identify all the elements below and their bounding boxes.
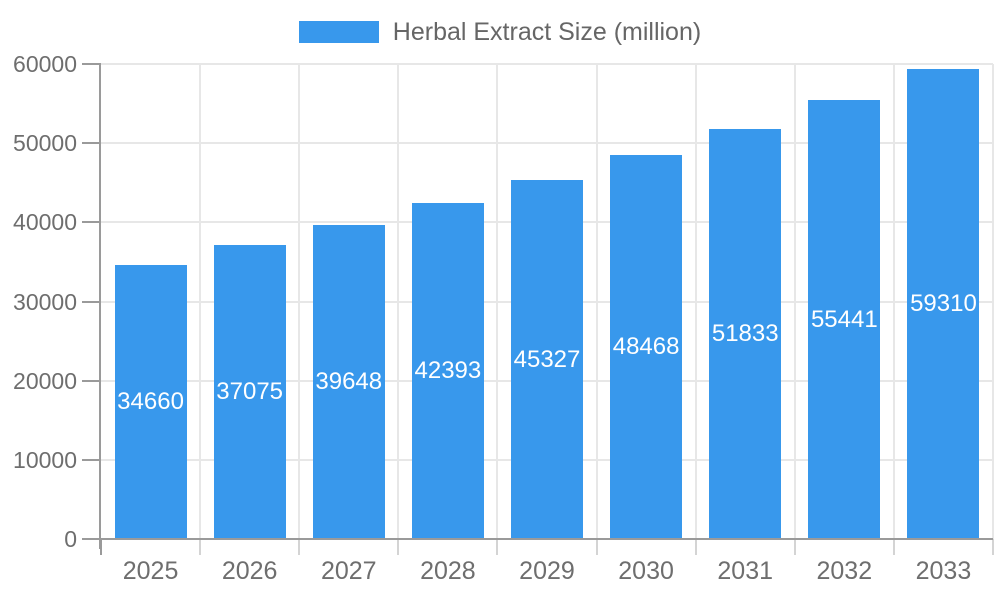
bar-value-label: 59310: [910, 290, 977, 318]
y-tick-label: 10000: [13, 446, 77, 473]
gridline-vertical: [496, 64, 499, 539]
bar-value-label: 42393: [414, 357, 482, 385]
bar-2029[interactable]: [511, 180, 583, 539]
bar-value-label: 55441: [810, 305, 878, 333]
x-tick-label: 2032: [816, 557, 873, 585]
y-tick-label: 20000: [13, 367, 77, 394]
x-tick-label: 2031: [717, 557, 774, 585]
bar-2027[interactable]: [312, 225, 385, 539]
y-axis-line: [99, 64, 101, 549]
y-tick-label: 40000: [13, 209, 77, 236]
legend-label: Herbal Extract Size (million): [392, 17, 702, 46]
bar-value-label: 51833: [711, 319, 779, 347]
bar-value-label: 48468: [612, 333, 680, 361]
x-axis-tick: [100, 539, 102, 555]
y-tick-label: 50000: [13, 130, 77, 157]
gridline-vertical: [397, 64, 400, 539]
legend[interactable]: Herbal Extract Size (million): [0, 17, 1000, 46]
x-tick-label: 2033: [915, 557, 972, 585]
bar-2031[interactable]: [709, 128, 782, 539]
gridline-vertical: [199, 64, 202, 539]
gridline-vertical: [793, 64, 796, 539]
x-tick-label: 2027: [320, 557, 377, 585]
x-axis-tick: [199, 539, 202, 555]
bar-2025[interactable]: [114, 264, 187, 539]
x-tick-label: 2028: [420, 557, 476, 585]
bar-2028[interactable]: [411, 203, 484, 539]
y-tick-label: 60000: [13, 51, 77, 77]
x-tick-label: 2029: [519, 557, 575, 585]
gridline-vertical: [892, 64, 895, 539]
x-axis-tick: [992, 539, 994, 555]
bar-2030[interactable]: [610, 155, 683, 539]
x-tick-label: 2030: [618, 557, 674, 585]
gridline-horizontal: [101, 142, 993, 145]
bar-2033[interactable]: [907, 69, 980, 539]
x-axis-tick: [595, 539, 598, 555]
x-axis-tick: [496, 539, 499, 555]
x-axis-tick: [694, 539, 697, 555]
y-tick-label: 30000: [13, 288, 77, 315]
gridline-vertical: [694, 64, 697, 539]
y-axis-tick: [82, 458, 101, 461]
y-tick-label: 0: [64, 526, 77, 552]
x-axis-tick: [298, 539, 301, 555]
y-axis-tick: [82, 379, 101, 382]
bar-value-label: 45327: [513, 345, 581, 373]
bar-2026[interactable]: [213, 245, 286, 539]
bar-value-label: 37075: [216, 378, 284, 406]
x-tick-label: 2026: [221, 557, 278, 585]
gridline-horizontal: [101, 63, 993, 65]
x-axis-tick: [892, 539, 895, 555]
x-axis-tick: [793, 539, 796, 555]
gridline-vertical: [298, 64, 301, 539]
legend-swatch: [298, 21, 379, 43]
y-axis-tick: [82, 538, 101, 540]
bar-2032[interactable]: [808, 100, 881, 539]
gridline-vertical: [595, 64, 598, 539]
y-axis-tick: [82, 221, 101, 224]
gridline-vertical: [992, 64, 994, 539]
x-axis-line: [99, 538, 993, 540]
x-axis-tick: [397, 539, 400, 555]
y-axis-tick: [82, 142, 101, 145]
x-tick-label: 2025: [122, 557, 179, 585]
bar-value-label: 34660: [117, 387, 184, 415]
bar-value-label: 39648: [315, 368, 383, 396]
y-axis-tick: [82, 300, 101, 303]
y-axis-tick: [82, 63, 101, 65]
